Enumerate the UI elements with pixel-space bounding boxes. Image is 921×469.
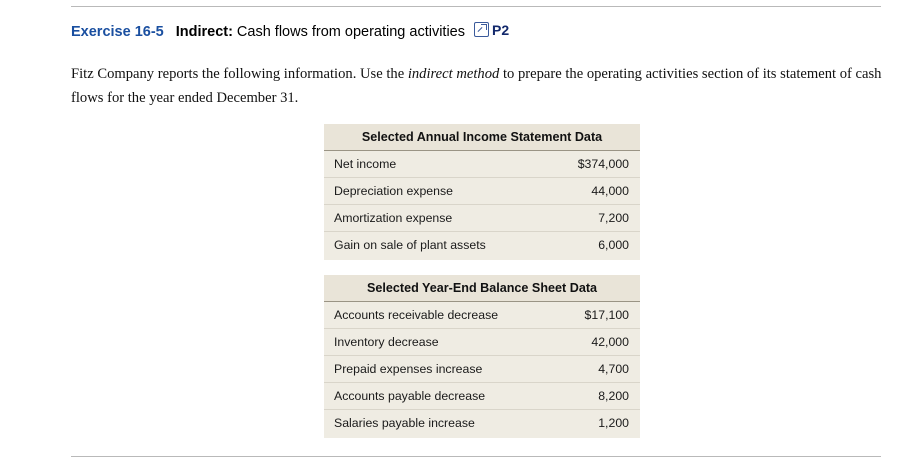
bottom-divider [71, 456, 881, 457]
row-label: Accounts payable decrease [324, 382, 558, 410]
row-label: Gain on sale of plant assets [324, 231, 547, 260]
row-label: Amortization expense [324, 204, 547, 232]
row-value: 8,200 [557, 382, 640, 410]
row-label: Net income [324, 150, 547, 178]
external-link-icon [474, 22, 489, 37]
row-value: $17,100 [557, 301, 640, 329]
row-label: Inventory decrease [324, 328, 558, 356]
table-row: Accounts receivable decrease $17,100 [324, 301, 640, 329]
row-value: 6,000 [546, 231, 640, 260]
objective-badge[interactable]: P2 [474, 21, 509, 39]
exercise-heading: Exercise 16-5 Indirect: Cash flows from op… [71, 21, 509, 41]
table-header-row: Selected Annual Income Statement Data [324, 124, 640, 151]
exercise-number: Exercise 16-5 [71, 24, 164, 40]
intro-emphasis: indirect method [407, 66, 500, 82]
table-row: Net income $374,000 [324, 150, 640, 178]
table-row: Prepaid expenses increase 4,700 [324, 355, 640, 383]
intro-text-part1: Fitz Company reports the following infor… [71, 66, 408, 82]
row-label: Accounts receivable decrease [324, 301, 558, 329]
table-row: Inventory decrease 42,000 [324, 328, 640, 356]
table-row: Amortization expense 7,200 [324, 204, 640, 232]
row-value: 4,700 [557, 355, 640, 383]
table-row: Depreciation expense 44,000 [324, 177, 640, 205]
table-row: Accounts payable decrease 8,200 [324, 382, 640, 410]
table-row: Salaries payable increase 1,200 [324, 409, 640, 438]
balance-sheet-data-table: Selected Year-End Balance Sheet Data Acc… [324, 275, 640, 438]
exercise-title: Cash flows from operating activities [236, 24, 465, 40]
row-value: 1,200 [557, 409, 640, 438]
table-header-row: Selected Year-End Balance Sheet Data [324, 275, 640, 302]
table-title: Selected Year-End Balance Sheet Data [324, 275, 640, 302]
income-statement-data-table: Selected Annual Income Statement Data Ne… [324, 124, 640, 260]
intro-text-part2: to prepare the operating activities sect… [71, 66, 882, 106]
table-row: Gain on sale of plant assets 6,000 [324, 231, 640, 260]
table-title: Selected Annual Income Statement Data [324, 124, 640, 151]
row-label: Depreciation expense [324, 177, 547, 205]
row-label: Salaries payable increase [324, 409, 558, 438]
top-divider [71, 6, 881, 7]
intro-paragraph: Fitz Company reports the following infor… [71, 62, 883, 110]
row-value: $374,000 [546, 150, 640, 178]
row-value: 42,000 [557, 328, 640, 356]
objective-badge-label: P2 [492, 22, 510, 38]
exercise-method-label: Indirect: [175, 24, 233, 40]
row-label: Prepaid expenses increase [324, 355, 558, 383]
row-value: 44,000 [546, 177, 640, 205]
row-value: 7,200 [546, 204, 640, 232]
